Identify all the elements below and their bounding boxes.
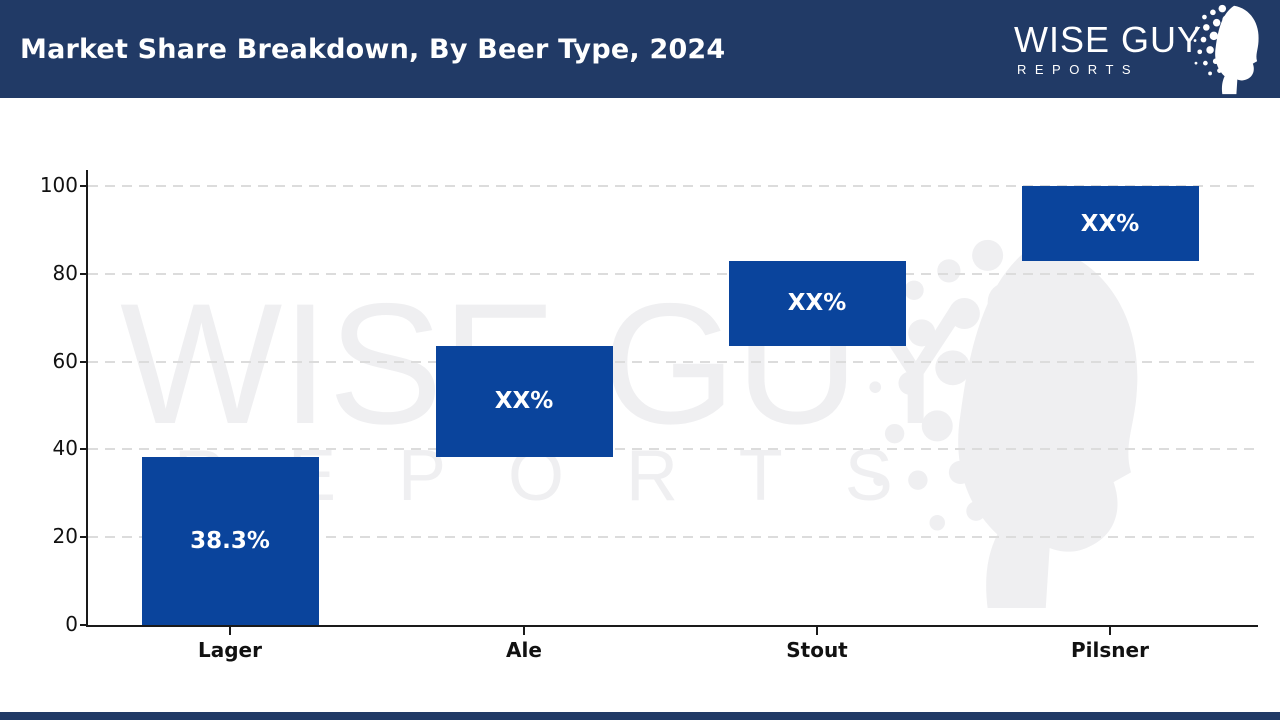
y-tick-mark-40 <box>80 448 88 451</box>
footer-bar <box>0 712 1280 720</box>
y-tick-mark-20 <box>80 536 88 539</box>
y-tick-label-60: 60 <box>52 348 78 373</box>
bar-value-label-stout: XX% <box>787 290 847 317</box>
gridline-40 <box>88 448 1258 451</box>
bar-value-label-ale: XX% <box>494 388 554 415</box>
bar-value-label-lager: 38.3% <box>190 527 270 554</box>
y-tick-mark-60 <box>80 360 88 363</box>
y-tick-label-100: 100 <box>39 173 78 197</box>
header-bar: Market Share Breakdown, By Beer Type, 20… <box>0 0 1280 98</box>
gridline-80 <box>88 272 1258 275</box>
logo: WISE GUY REPORTS <box>1014 2 1266 96</box>
gridline-60 <box>88 360 1258 363</box>
x-tick-mark-stout <box>816 627 818 635</box>
page-title: Market Share Breakdown, By Beer Type, 20… <box>20 33 726 65</box>
x-tick-mark-ale <box>523 627 525 635</box>
y-tick-mark-80 <box>80 272 88 275</box>
bar-value-label-pilsner: XX% <box>1080 210 1140 237</box>
bar-pilsner: XX% <box>1021 186 1199 262</box>
x-axis-line <box>86 625 1258 627</box>
x-tick-mark-lager <box>229 627 231 635</box>
x-label-ale: Ale <box>506 638 542 662</box>
logo-wordmark: WISE GUY <box>1013 18 1202 60</box>
logo-text: WISE GUY REPORTS <box>1013 18 1202 77</box>
x-label-pilsner: Pilsner <box>1071 638 1149 662</box>
logo-head-icon <box>1193 4 1259 95</box>
watermark-head-graphic <box>869 239 1138 608</box>
logo-subtext: REPORTS <box>1016 61 1140 77</box>
bar-lager: 38.3% <box>141 456 319 625</box>
gridline-20 <box>88 536 1258 539</box>
y-tick-label-80: 80 <box>52 260 78 285</box>
y-tick-label-40: 40 <box>52 436 78 461</box>
y-axis-line <box>86 170 88 627</box>
y-tick-label-0: 0 <box>65 612 78 636</box>
y-tick-label-20: 20 <box>52 524 78 549</box>
y-tick-mark-100 <box>80 185 88 187</box>
x-label-stout: Stout <box>786 638 848 662</box>
y-tick-mark-0 <box>80 624 88 626</box>
x-tick-mark-pilsner <box>1109 627 1111 635</box>
bar-ale: XX% <box>435 345 613 457</box>
bar-stout: XX% <box>728 261 906 346</box>
gridline-100 <box>88 185 1258 187</box>
x-label-lager: Lager <box>198 638 262 662</box>
